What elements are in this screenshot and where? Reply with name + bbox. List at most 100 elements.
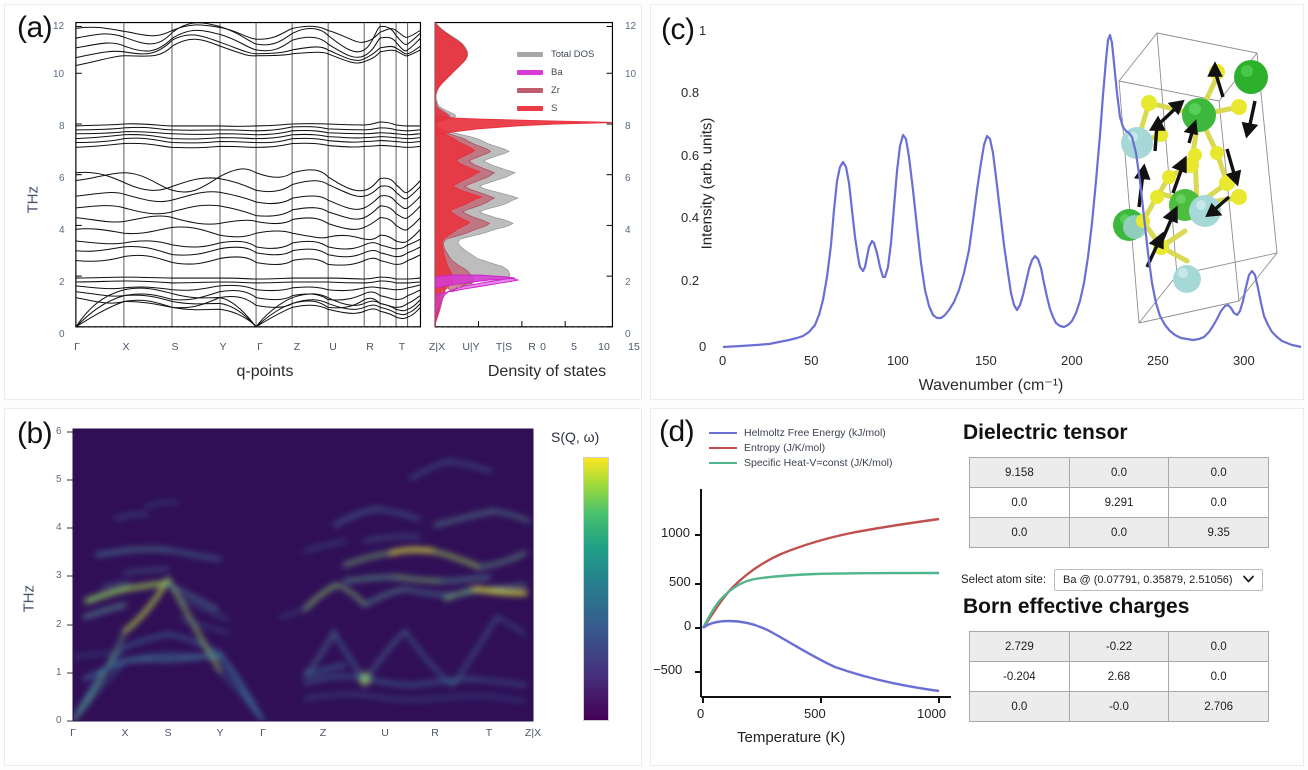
crystal-structure-inset	[1113, 32, 1278, 324]
panel-c-ytick-02: 0.2	[681, 273, 700, 288]
panel-b-qlabel-6: U	[381, 727, 389, 739]
panel-c-xtick-150: 150	[975, 353, 997, 368]
panel-c-ytick-06: 0.6	[681, 148, 700, 163]
legend-item-entropy: Entropy (J/K/mol)	[709, 442, 893, 454]
panel-b-letter: (b)	[17, 417, 53, 450]
cell-b-1-0: -0.204	[969, 661, 1070, 692]
table-row: -0.204 2.68 0.0	[969, 661, 1269, 692]
panel-a-qlabel-11: T|S	[495, 341, 513, 353]
table-row: 2.729 -0.22 0.0	[969, 631, 1269, 662]
legend-label-specific-heat: Specific Heat-V=const (J/K/mol)	[744, 457, 893, 469]
panel-d-letter: (d)	[659, 415, 695, 448]
panel-c-x-axis-title: Wavenumber (cm⁻¹)	[918, 377, 1064, 394]
cell-d-1-1: 9.291	[1068, 487, 1170, 518]
panel-a-ytick-10: 10	[53, 69, 65, 80]
cell-d-2-1: 0.0	[1068, 517, 1170, 548]
panel-a-dos-xtick-10: 10	[598, 341, 610, 353]
panel-c-plot-svg	[722, 32, 1302, 349]
panel-c-ytick-04: 0.4	[681, 210, 700, 225]
panel-a-ytick-0: 0	[59, 329, 65, 340]
atom-site-select[interactable]: Ba @ (0.07791, 0.35879, 2.51056)	[1054, 569, 1263, 591]
panel-a-qlabel-0: Γ	[74, 341, 80, 353]
atom-site-label: Select atom site:	[961, 574, 1047, 586]
chevron-down-icon	[1242, 575, 1254, 586]
panel-a-qlabel-7: R	[366, 341, 374, 353]
cell-b-0-1: -0.22	[1068, 631, 1170, 662]
cell-d-1-2: 0.0	[1168, 487, 1269, 518]
panel-c-xtick-250: 250	[1147, 353, 1169, 368]
panel-d-xtick-500: 500	[804, 706, 826, 721]
panel-a-letter: (a)	[17, 11, 53, 44]
panel-b-qlabel-0: Γ	[70, 727, 76, 739]
cell-b-2-2: 2.706	[1168, 691, 1269, 722]
panel-b-qlabel-5: Z	[319, 727, 327, 739]
legend-label-entropy: Entropy (J/K/mol)	[744, 442, 826, 454]
atom-site-row: Select atom site: Ba @ (0.07791, 0.35879…	[961, 569, 1263, 591]
legend-label-ba: Ba	[551, 67, 563, 78]
panel-b-ytick-3: 3	[56, 570, 62, 581]
panel-b-ytick-6: 6	[56, 426, 62, 437]
panel-a-qlabel-5: Z	[293, 341, 301, 353]
panel-a-dos-x-axis-title: Density of states	[487, 363, 607, 380]
panel-d-ytick-500: 500	[669, 574, 691, 589]
panel-a-ytick-2: 2	[59, 277, 65, 288]
atom-site-selected-value: Ba @ (0.07791, 0.35879, 2.51056)	[1063, 574, 1233, 586]
panel-c-xtick-50: 50	[804, 353, 819, 368]
panel-a-bands-x-axis-title: q-points	[236, 363, 294, 380]
panel-c-xtick-100: 100	[887, 353, 909, 368]
panel-a-dos-ytick-10: 10	[625, 69, 637, 80]
panel-c-ytick-0: 0	[699, 339, 707, 354]
legend-swatch-s-icon	[517, 106, 543, 111]
panel-a-dos-xtick-0: 0	[540, 341, 546, 353]
legend-label-s: S	[551, 103, 558, 114]
legend-item-s: S	[517, 103, 594, 114]
panel-a-qlabel-10: U|Y	[462, 341, 480, 353]
legend-item-zr: Zr	[517, 85, 594, 96]
cell-d-1-0: 0.0	[969, 487, 1070, 518]
panel-b-colorbar	[583, 457, 609, 721]
panel-b-ytick-5: 5	[56, 474, 62, 485]
cell-b-2-0: 0.0	[969, 691, 1070, 722]
born-effective-charges-title: Born effective charges	[963, 595, 1190, 618]
legend-label-total-dos: Total DOS	[551, 49, 595, 60]
legend-item-ba: Ba	[517, 67, 594, 78]
panel-a-dos-ytick-0: 0	[625, 329, 631, 340]
cell-d-2-0: 0.0	[969, 517, 1070, 548]
legend-swatch-ba-icon	[517, 70, 543, 75]
cell-b-2-1: -0.0	[1068, 691, 1170, 722]
panel-b-ytick-2: 2	[56, 619, 62, 630]
panel-b-ytick-4: 4	[56, 522, 62, 533]
panel-b-qlabel-1: X	[121, 727, 129, 739]
panel-a-qlabel-9: Z|X	[428, 341, 446, 353]
panel-b-plot-svg	[67, 428, 534, 722]
panel-a-dos-ytick-2: 2	[625, 277, 631, 288]
panel-d-xtick-1000: 1000	[917, 706, 946, 721]
panel-a-qlabel-6: U	[329, 341, 337, 353]
panel-a-ytick-8: 8	[59, 121, 65, 132]
panel-b-qlabel-9: Z|X	[524, 727, 542, 739]
panel-a-ytick-12: 12	[53, 21, 65, 32]
panel-a-ytick-4: 4	[59, 225, 65, 236]
legend-item-total-dos: Total DOS	[517, 49, 594, 60]
panel-c-xtick-0: 0	[719, 353, 727, 368]
panel-a-dos-ytick-12: 12	[625, 21, 637, 32]
panel-a-dos-ytick-4: 4	[625, 225, 631, 236]
panel-a-dos-ytick-6: 6	[625, 173, 631, 184]
panel-d-legend: Helmoltz Free Energy (kJ/mol) Entropy (J…	[709, 427, 893, 472]
panel-b-ytick-0: 0	[56, 715, 62, 726]
legend-item-helmholtz: Helmoltz Free Energy (kJ/mol)	[709, 427, 893, 439]
dielectric-tensor-title: Dielectric tensor	[963, 421, 1128, 444]
cell-d-0-0: 9.158	[969, 457, 1070, 488]
panel-b-qlabel-3: Y	[216, 727, 224, 739]
cell-b-0-2: 0.0	[1168, 631, 1269, 662]
panel-c-raman-spectrum: (c) Intensity (arb. units)	[650, 4, 1304, 400]
panel-d-plot-svg	[695, 489, 951, 703]
legend-line-entropy-icon	[709, 447, 737, 449]
panel-b-qlabel-7: R	[431, 727, 439, 739]
legend-swatch-total-dos-icon	[517, 52, 543, 57]
panel-a-plot-svg	[75, 21, 614, 328]
panel-b-qlabel-2: S	[164, 727, 172, 739]
cell-b-1-1: 2.68	[1068, 661, 1170, 692]
panel-b-qlabel-8: T	[485, 727, 493, 739]
panel-c-xtick-200: 200	[1061, 353, 1083, 368]
